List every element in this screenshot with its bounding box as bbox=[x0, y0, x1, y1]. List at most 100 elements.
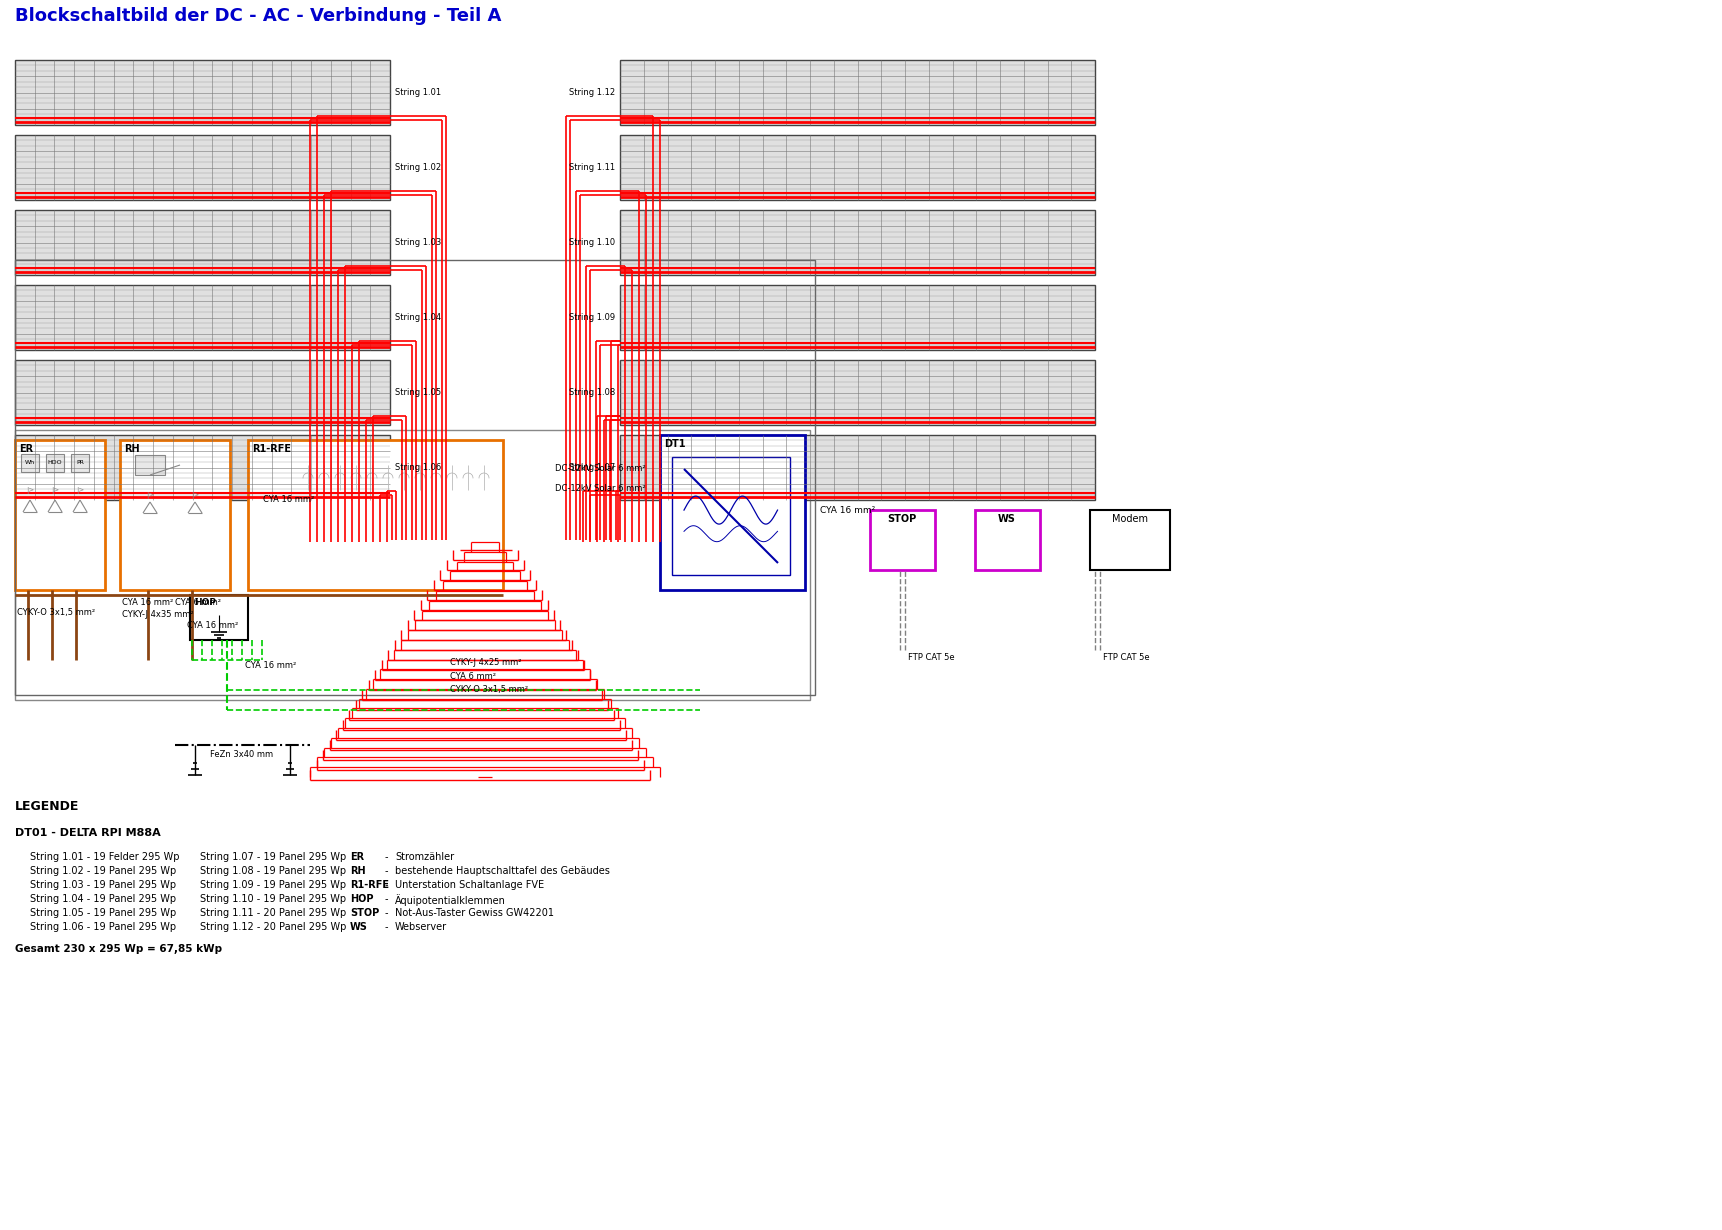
Text: CYA 16 mm²: CYA 16 mm² bbox=[245, 661, 296, 670]
Text: CYKY-O 3x1,5 mm²: CYKY-O 3x1,5 mm² bbox=[17, 608, 95, 617]
Text: CYA 6 mm²: CYA 6 mm² bbox=[449, 672, 496, 681]
Text: String 1.03: String 1.03 bbox=[394, 237, 441, 247]
Text: CYKY-O 3x1,5 mm²: CYKY-O 3x1,5 mm² bbox=[449, 685, 529, 694]
Text: |>: |> bbox=[52, 487, 59, 493]
Text: DC-12kV Solar 6 mm²: DC-12kV Solar 6 mm² bbox=[554, 464, 646, 472]
Text: String 1.09 - 19 Panel 295 Wp: String 1.09 - 19 Panel 295 Wp bbox=[200, 879, 346, 891]
Text: -: - bbox=[386, 866, 389, 876]
Text: String 1.10 - 19 Panel 295 Wp: String 1.10 - 19 Panel 295 Wp bbox=[200, 894, 346, 904]
Text: String 1.08 - 19 Panel 295 Wp: String 1.08 - 19 Panel 295 Wp bbox=[200, 866, 346, 876]
Text: STOP: STOP bbox=[887, 514, 916, 524]
Text: -: - bbox=[386, 879, 389, 891]
Text: CYA 16 mm²: CYA 16 mm² bbox=[263, 494, 313, 504]
Bar bbox=[15, 285, 389, 351]
Bar bbox=[46, 454, 64, 472]
Text: String 1.05: String 1.05 bbox=[394, 387, 441, 397]
Text: STOP: STOP bbox=[350, 908, 379, 918]
Bar bbox=[21, 454, 40, 472]
Text: Modem: Modem bbox=[1112, 514, 1149, 524]
Bar bbox=[121, 440, 231, 590]
Bar bbox=[15, 360, 389, 426]
Bar bbox=[15, 60, 389, 125]
Text: RH: RH bbox=[124, 444, 139, 454]
Text: String 1.11: String 1.11 bbox=[568, 164, 615, 172]
Text: |>: |> bbox=[191, 492, 200, 498]
Text: String 1.12: String 1.12 bbox=[568, 89, 615, 97]
Text: String 1.12 - 20 Panel 295 Wp: String 1.12 - 20 Panel 295 Wp bbox=[200, 922, 346, 932]
Bar bbox=[248, 440, 503, 590]
Text: ER: ER bbox=[350, 852, 363, 862]
Text: FTP CAT 5e: FTP CAT 5e bbox=[907, 653, 954, 662]
Bar bbox=[975, 510, 1040, 569]
Text: String 1.08: String 1.08 bbox=[568, 387, 615, 397]
Text: String 1.05 - 19 Panel 295 Wp: String 1.05 - 19 Panel 295 Wp bbox=[29, 908, 176, 918]
Bar bbox=[672, 458, 790, 574]
Text: WS: WS bbox=[350, 922, 369, 932]
Bar bbox=[15, 260, 815, 695]
Text: RH: RH bbox=[350, 866, 365, 876]
Text: ER: ER bbox=[19, 444, 33, 454]
Text: String 1.09: String 1.09 bbox=[568, 312, 615, 322]
Bar bbox=[15, 135, 389, 200]
Text: String 1.02: String 1.02 bbox=[394, 164, 441, 172]
Text: R1-RFE: R1-RFE bbox=[251, 444, 291, 454]
Text: R1-RFE: R1-RFE bbox=[350, 879, 389, 891]
Text: |>: |> bbox=[76, 487, 84, 493]
Text: HDO: HDO bbox=[48, 460, 62, 465]
Text: PR: PR bbox=[76, 460, 84, 465]
Text: DT01 - DELTA RPI M88A: DT01 - DELTA RPI M88A bbox=[15, 828, 160, 838]
Text: DT1: DT1 bbox=[665, 439, 685, 449]
Text: FeZn 3x40 mm: FeZn 3x40 mm bbox=[210, 750, 274, 759]
Text: -: - bbox=[386, 894, 389, 904]
Bar bbox=[71, 454, 90, 472]
Text: -: - bbox=[386, 922, 389, 932]
Bar bbox=[870, 510, 935, 569]
Bar bbox=[134, 455, 165, 475]
Bar bbox=[620, 435, 1095, 501]
Text: CYA 16 mm²: CYA 16 mm² bbox=[122, 598, 174, 606]
Text: Wh: Wh bbox=[24, 460, 34, 465]
Text: CYA 16 mm²: CYA 16 mm² bbox=[820, 506, 875, 514]
Text: HOP: HOP bbox=[350, 894, 374, 904]
Text: Not-Aus-Taster Gewiss GW42201: Not-Aus-Taster Gewiss GW42201 bbox=[394, 908, 554, 918]
Bar bbox=[15, 430, 809, 700]
Text: WS: WS bbox=[999, 514, 1016, 524]
Bar bbox=[15, 210, 389, 276]
Bar bbox=[620, 285, 1095, 351]
Bar bbox=[15, 435, 389, 501]
Text: String 1.04 - 19 Panel 295 Wp: String 1.04 - 19 Panel 295 Wp bbox=[29, 894, 176, 904]
Text: CYA 16 mm²: CYA 16 mm² bbox=[188, 621, 238, 630]
Text: FTP CAT 5e: FTP CAT 5e bbox=[1104, 653, 1150, 662]
Text: String 1.03 - 19 Panel 295 Wp: String 1.03 - 19 Panel 295 Wp bbox=[29, 879, 176, 891]
Text: CYKY-J 4x35 mm²: CYKY-J 4x35 mm² bbox=[122, 610, 193, 619]
Text: String 1.01: String 1.01 bbox=[394, 89, 441, 97]
Text: String 1.04: String 1.04 bbox=[394, 312, 441, 322]
Bar bbox=[660, 435, 804, 590]
Bar bbox=[620, 360, 1095, 426]
Text: LEGENDE: LEGENDE bbox=[15, 800, 79, 813]
Text: String 1.02 - 19 Panel 295 Wp: String 1.02 - 19 Panel 295 Wp bbox=[29, 866, 176, 876]
Text: DC-12kV Solar 6 mm²: DC-12kV Solar 6 mm² bbox=[554, 483, 646, 492]
Text: String 1.01 - 19 Felder 295 Wp: String 1.01 - 19 Felder 295 Wp bbox=[29, 852, 179, 862]
Text: Stromzähler: Stromzähler bbox=[394, 852, 455, 862]
Text: Unterstation Schaltanlage FVE: Unterstation Schaltanlage FVE bbox=[394, 879, 544, 891]
Bar bbox=[189, 595, 248, 640]
Bar bbox=[620, 60, 1095, 125]
Text: HOP: HOP bbox=[195, 598, 215, 606]
Bar bbox=[620, 135, 1095, 200]
Text: CYA 6 mm²: CYA 6 mm² bbox=[176, 598, 220, 606]
Text: -: - bbox=[386, 852, 389, 862]
Text: |>: |> bbox=[146, 492, 155, 498]
Bar bbox=[620, 210, 1095, 276]
Text: String 1.06: String 1.06 bbox=[394, 462, 441, 472]
Text: String 1.07: String 1.07 bbox=[568, 462, 615, 472]
Text: String 1.07 - 19 Panel 295 Wp: String 1.07 - 19 Panel 295 Wp bbox=[200, 852, 346, 862]
Bar bbox=[15, 440, 105, 590]
Text: Äquipotentialklemmen: Äquipotentialklemmen bbox=[394, 894, 506, 907]
Bar bbox=[1090, 510, 1169, 569]
Text: Gesamt 230 x 295 Wp = 67,85 kWp: Gesamt 230 x 295 Wp = 67,85 kWp bbox=[15, 943, 222, 954]
Text: String 1.06 - 19 Panel 295 Wp: String 1.06 - 19 Panel 295 Wp bbox=[29, 922, 176, 932]
Text: bestehende Hauptschalttafel des Gebäudes: bestehende Hauptschalttafel des Gebäudes bbox=[394, 866, 610, 876]
Text: String 1.10: String 1.10 bbox=[568, 237, 615, 247]
Text: Webserver: Webserver bbox=[394, 922, 448, 932]
